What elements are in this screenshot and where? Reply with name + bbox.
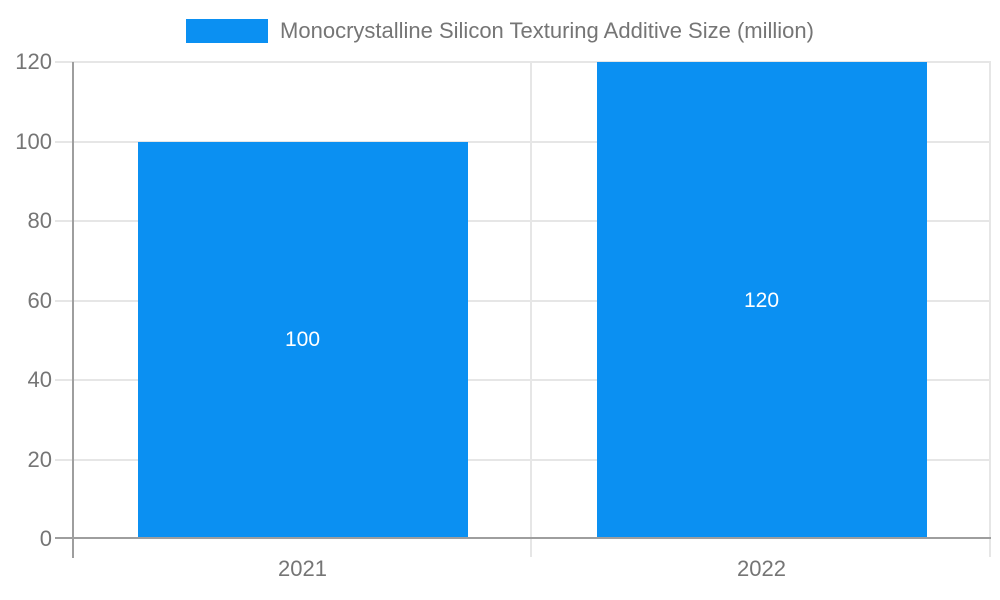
x-axis-tick-label: 2021 (278, 556, 327, 581)
gridline-horizontal (73, 220, 991, 222)
y-axis-tick-label: 100 (15, 128, 52, 154)
chart-legend: Monocrystalline Silicon Texturing Additi… (0, 18, 1000, 44)
y-axis-tick-label: 80 (27, 208, 52, 233)
y-axis-tick (55, 61, 73, 63)
y-axis-tick-label: 0 (39, 526, 52, 551)
legend-swatch-icon (186, 19, 269, 43)
y-axis-tick (55, 140, 73, 143)
gridline-horizontal (73, 140, 991, 143)
y-axis-tick (55, 220, 73, 222)
y-axis-tick-label: 20 (27, 446, 52, 472)
gridline-vertical (989, 62, 991, 557)
gridline-horizontal (73, 379, 991, 381)
plot-area: 100 120 (55, 61, 991, 558)
bar[interactable] (137, 141, 468, 539)
bar-data-label: 100 (284, 328, 321, 352)
gridline-vertical (530, 62, 532, 557)
y-axis-tick-label: 120 (15, 49, 52, 74)
bar[interactable] (596, 62, 927, 539)
y-axis-line (72, 62, 74, 558)
y-axis-tick (55, 379, 73, 381)
gridline-horizontal (73, 61, 991, 63)
x-axis-line (55, 537, 991, 539)
x-axis-tick-label: 2022 (737, 556, 786, 581)
y-axis-tick-label: 40 (27, 367, 52, 392)
y-axis-tick-label: 60 (27, 287, 52, 313)
gridline-horizontal (73, 458, 991, 461)
gridline-horizontal (73, 299, 991, 302)
y-axis-tick (55, 458, 73, 461)
y-axis-tick (55, 299, 73, 302)
bar-data-label: 120 (743, 288, 780, 312)
legend-label: Monocrystalline Silicon Texturing Additi… (280, 18, 814, 43)
